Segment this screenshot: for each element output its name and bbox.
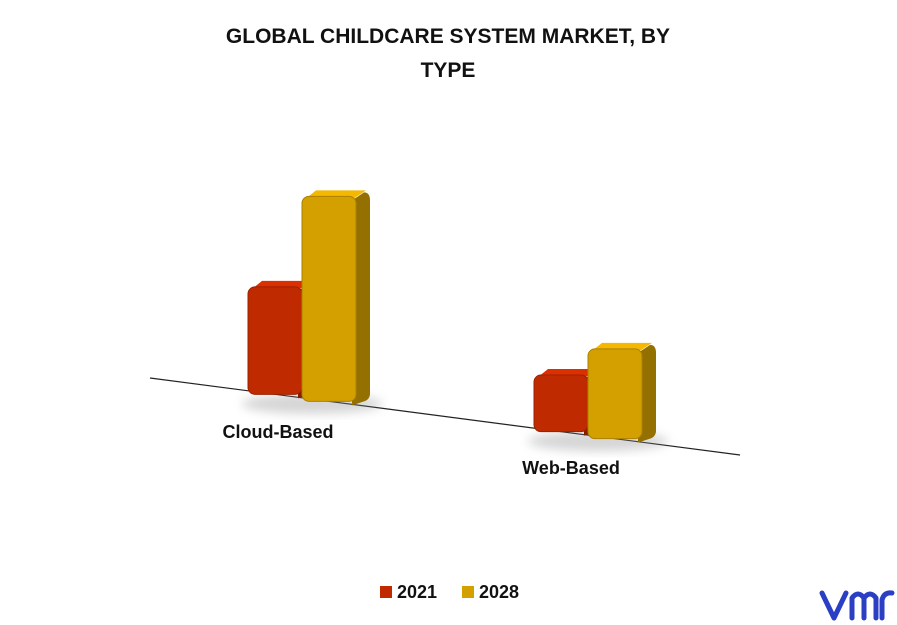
- x-tick-label: Cloud-Based: [222, 422, 333, 442]
- bar: [301, 195, 357, 402]
- bar: [587, 348, 643, 440]
- legend-label: 2028: [479, 582, 519, 602]
- legend-label: 2021: [397, 582, 437, 602]
- bar: [533, 374, 589, 433]
- legend-swatch: [462, 586, 474, 598]
- chart-title: GLOBAL CHILDCARE SYSTEM MARKET, BY TYPE: [225, 25, 671, 82]
- bar: [247, 286, 303, 395]
- x-tick-label: Web-Based: [522, 458, 620, 478]
- legend-swatch: [380, 586, 392, 598]
- logo: [819, 590, 895, 621]
